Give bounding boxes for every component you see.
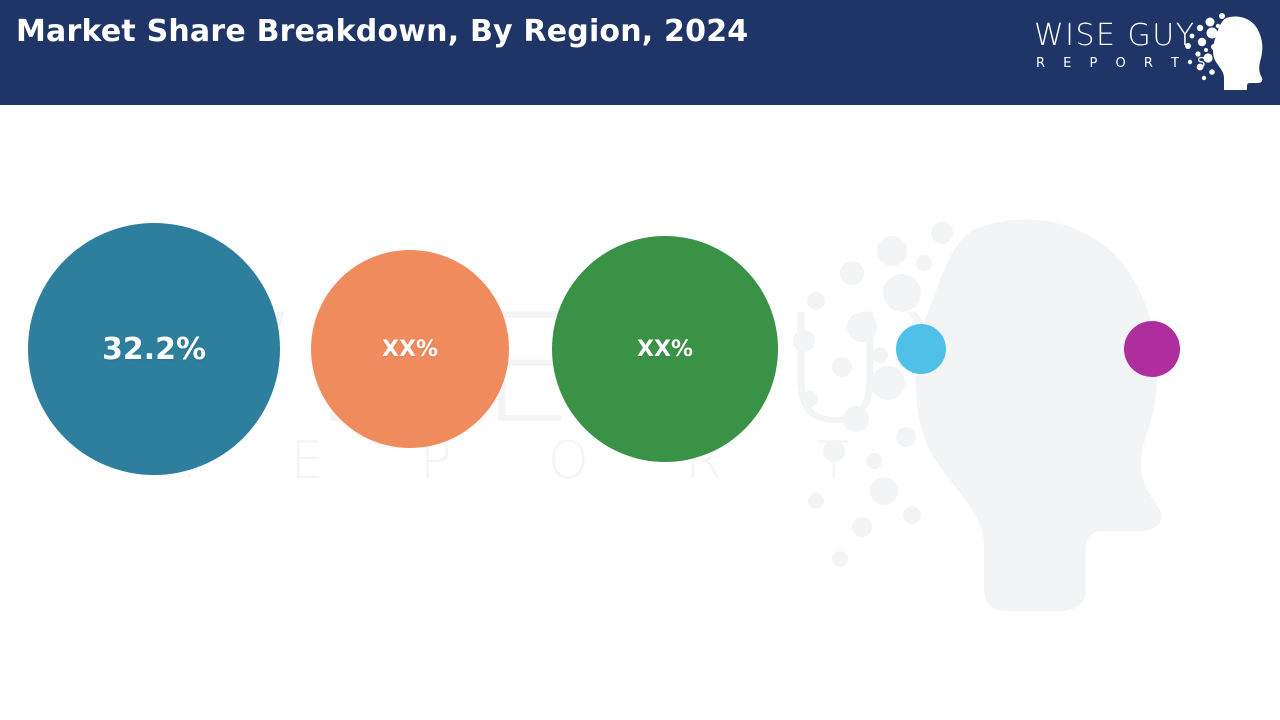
dotted-head-profile-watermark <box>793 219 1162 611</box>
chart-plot-area: WISE GUY R E P O R T S <box>0 105 1280 720</box>
logo-wordmark: WISE GUY <box>1034 18 1196 53</box>
bubble-apac[interactable]: XX% <box>552 236 778 462</box>
dotted-head-profile-icon <box>1185 13 1263 90</box>
bubble-north-america[interactable]: 32.2% <box>28 223 280 475</box>
logo-submark: R E P O R T S <box>1036 56 1213 71</box>
bubble-europe[interactable]: XX% <box>311 250 509 448</box>
bubble-mea[interactable] <box>1124 321 1180 377</box>
brand-logo: WISE GUY R E P O R T S <box>1034 10 1264 94</box>
bubble-south-america[interactable] <box>896 324 946 374</box>
page-title: Market Share Breakdown, By Region, 2024 <box>16 14 749 49</box>
bubble-value-label: XX% <box>382 336 438 362</box>
page-header: Market Share Breakdown, By Region, 2024 … <box>0 0 1280 105</box>
bubble-value-label: 32.2% <box>101 331 207 367</box>
watermark-submark: R E P O R T S <box>158 431 1020 491</box>
bubble-value-label: XX% <box>637 336 693 362</box>
